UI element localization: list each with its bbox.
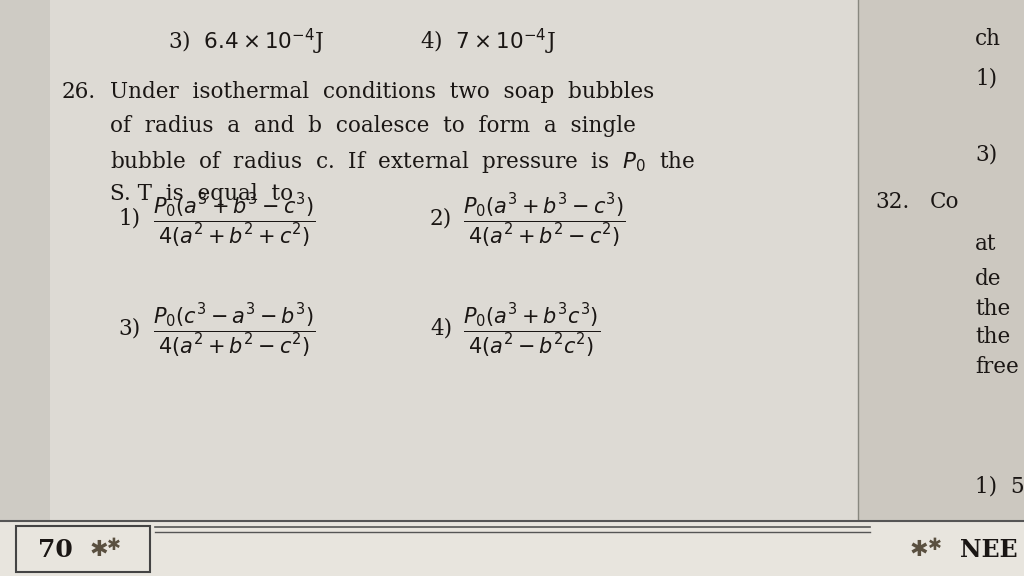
Text: $\dfrac{P_0(a^3+b^3-c^3)}{4(a^2+b^2+c^2)}$: $\dfrac{P_0(a^3+b^3-c^3)}{4(a^2+b^2+c^2)… bbox=[153, 191, 315, 249]
FancyBboxPatch shape bbox=[16, 526, 150, 572]
Text: 4)  $7 \times 10^{-4}$J: 4) $7 \times 10^{-4}$J bbox=[420, 27, 556, 57]
Text: $\dfrac{P_0(a^3+b^3-c^3)}{4(a^2+b^2-c^2)}$: $\dfrac{P_0(a^3+b^3-c^3)}{4(a^2+b^2-c^2)… bbox=[463, 191, 626, 249]
Text: at: at bbox=[975, 233, 996, 255]
Text: free: free bbox=[975, 356, 1019, 378]
Text: ✱: ✱ bbox=[910, 540, 929, 560]
Text: de: de bbox=[975, 268, 1001, 290]
Text: 4): 4) bbox=[430, 317, 453, 339]
Text: $\dfrac{P_0(c^3-a^3-b^3)}{4(a^2+b^2-c^2)}$: $\dfrac{P_0(c^3-a^3-b^3)}{4(a^2+b^2-c^2)… bbox=[153, 301, 315, 359]
Text: 1): 1) bbox=[118, 207, 140, 229]
Text: 2): 2) bbox=[430, 207, 453, 229]
Text: the: the bbox=[975, 326, 1011, 348]
Text: 1)  5: 1) 5 bbox=[975, 476, 1024, 498]
Text: 3)  $6.4 \times 10^{-4}$J: 3) $6.4 \times 10^{-4}$J bbox=[168, 27, 325, 57]
Text: NEE: NEE bbox=[961, 538, 1018, 562]
Text: ch: ch bbox=[975, 28, 1001, 50]
Text: the: the bbox=[975, 298, 1011, 320]
Bar bbox=[0, 521, 1024, 576]
Text: ✱: ✱ bbox=[106, 536, 121, 554]
Text: of  radius  a  and  b  coalesce  to  form  a  single: of radius a and b coalesce to form a sin… bbox=[110, 115, 636, 137]
Text: 32.: 32. bbox=[874, 191, 909, 213]
Bar bbox=[0, 0, 50, 521]
Text: ✱: ✱ bbox=[928, 536, 942, 554]
Text: Co: Co bbox=[930, 191, 959, 213]
Text: bubble  of  radius  c.  If  external  pressure  is  $P_0$  the: bubble of radius c. If external pressure… bbox=[110, 149, 695, 175]
Text: Under  isothermal  conditions  two  soap  bubbles: Under isothermal conditions two soap bub… bbox=[110, 81, 654, 103]
Text: 70: 70 bbox=[38, 538, 73, 562]
Text: 1): 1) bbox=[975, 68, 997, 90]
Text: S. T  is  equal  to: S. T is equal to bbox=[110, 183, 293, 205]
Bar bbox=[0, 0, 858, 521]
Text: 3): 3) bbox=[975, 144, 997, 166]
Text: 26.: 26. bbox=[62, 81, 96, 103]
Text: 3): 3) bbox=[118, 317, 140, 339]
Text: ✱: ✱ bbox=[90, 540, 109, 560]
Text: $\dfrac{P_0(a^3+b^3c^3)}{4(a^2-b^2c^2)}$: $\dfrac{P_0(a^3+b^3c^3)}{4(a^2-b^2c^2)}$ bbox=[463, 301, 600, 359]
Bar bbox=[858, 0, 1024, 521]
